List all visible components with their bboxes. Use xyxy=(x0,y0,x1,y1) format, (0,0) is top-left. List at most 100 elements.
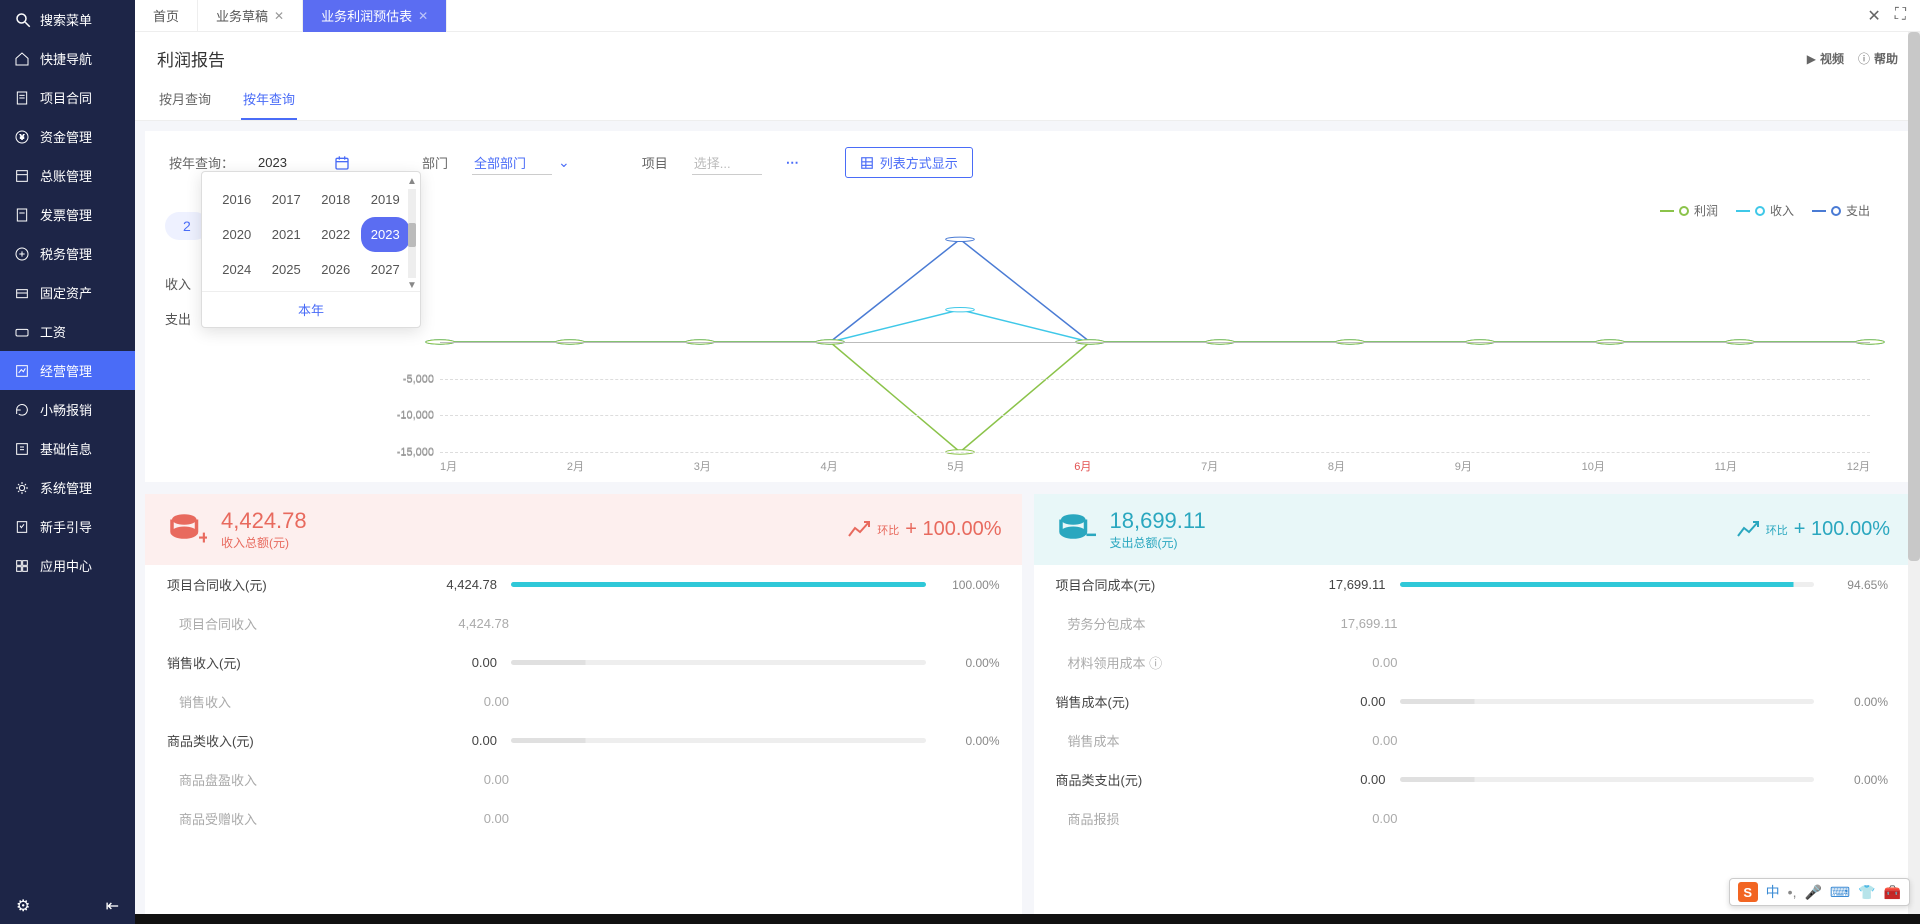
help-link[interactable]: ⓘ 帮助 xyxy=(1858,50,1898,67)
grid-line: -5,000 xyxy=(440,379,1870,380)
sidebar-item-home[interactable]: 快捷导航 xyxy=(0,39,135,78)
ime-skin-icon[interactable]: 👕 xyxy=(1858,884,1875,901)
breakdown-row: 商品报损0.00 xyxy=(1034,799,1911,838)
row-name: 商品类支出(元) xyxy=(1056,770,1266,789)
expense-breakdown: 项目合同成本(元)17,699.1194.65%劳务分包成本17,699.11材… xyxy=(1034,565,1911,838)
main-scrollbar[interactable] xyxy=(1908,32,1920,914)
close-all-icon[interactable]: ✕ xyxy=(1867,6,1880,26)
sidebar-item-tax[interactable]: 税务管理 xyxy=(0,234,135,273)
sidebar-item-refresh[interactable]: 小畅报销 xyxy=(0,390,135,429)
row-name: 销售收入(元) xyxy=(167,653,377,672)
row-value: 4,424.78 xyxy=(389,616,509,631)
sidebar-item-sys[interactable]: 系统管理 xyxy=(0,468,135,507)
row-value: 17,699.11 xyxy=(1266,577,1386,592)
sidebar-item-doc[interactable]: 项目合同 xyxy=(0,78,135,117)
search-icon xyxy=(14,11,32,29)
sidebar-item-biz[interactable]: 经营管理 xyxy=(0,351,135,390)
table-mode-button[interactable]: 列表方式显示 xyxy=(845,147,973,178)
year-option[interactable]: 2017 xyxy=(262,182,312,217)
year-option[interactable]: 2022 xyxy=(311,217,361,252)
subtabs: 按月查询 按年查询 xyxy=(135,77,1920,121)
video-link[interactable]: ▶ 视频 xyxy=(1807,50,1844,67)
row-value: 0.00 xyxy=(377,733,497,748)
year-input[interactable] xyxy=(258,153,306,173)
os-taskbar[interactable] xyxy=(135,914,1920,924)
sidebar-item-app[interactable]: 应用中心 xyxy=(0,546,135,585)
ime-lang[interactable]: 中 xyxy=(1766,882,1780,902)
year-option[interactable]: 2018 xyxy=(311,182,361,217)
legend-label: 利润 xyxy=(1694,202,1718,219)
invoice-icon xyxy=(14,207,30,223)
subtab-month[interactable]: 按月查询 xyxy=(157,83,213,120)
x-tick-label: 10月 xyxy=(1582,458,1605,474)
sidebar-item-label: 小畅报销 xyxy=(40,400,92,419)
year-option[interactable]: 2020 xyxy=(212,217,262,252)
ime-punct-icon[interactable]: •, xyxy=(1788,884,1797,900)
year-option[interactable]: 2025 xyxy=(262,252,312,287)
calendar-icon[interactable] xyxy=(334,155,350,171)
year-option[interactable]: 2026 xyxy=(311,252,361,287)
line-chart: 利润收入支出 -5,000-10,000-15,000-5,000-10,000… xyxy=(385,202,1890,482)
ime-keyboard-icon[interactable]: ⌨ xyxy=(1830,884,1850,901)
close-icon[interactable]: ✕ xyxy=(274,9,284,23)
sidebar-item-label: 项目合同 xyxy=(40,88,92,107)
year-option[interactable]: 2021 xyxy=(262,217,312,252)
refresh-icon xyxy=(14,402,30,418)
row-name: 商品报损 xyxy=(1068,809,1278,828)
sidebar-item-ledger[interactable]: 总账管理 xyxy=(0,156,135,195)
sidebar-item-label: 固定资产 xyxy=(40,283,92,302)
ime-toolbox-icon[interactable]: 🧰 xyxy=(1884,884,1901,901)
dept-select[interactable]: 全部部门 xyxy=(472,151,552,175)
app-icon xyxy=(14,558,30,574)
legend-label: 支出 xyxy=(1846,202,1870,219)
tab-bar: 首页业务草稿✕业务利润预估表✕ ✕ ⛶ xyxy=(135,0,1920,32)
x-tick-label: 7月 xyxy=(1201,458,1218,474)
legend-item: 收入 xyxy=(1736,202,1794,219)
fullscreen-icon[interactable]: ⛶ xyxy=(1895,6,1906,26)
year-option[interactable]: 2027 xyxy=(361,252,411,287)
proj-select[interactable]: 选择... xyxy=(692,151,762,175)
settings-icon[interactable]: ⚙ xyxy=(16,896,30,916)
tab[interactable]: 业务利润预估表✕ xyxy=(303,0,447,32)
tax-icon xyxy=(14,246,30,262)
ime-bar[interactable]: S 中 •, 🎤 ⌨ 👕 🧰 xyxy=(1729,878,1910,906)
sidebar-item-info[interactable]: 基础信息 xyxy=(0,429,135,468)
tab[interactable]: 业务草稿✕ xyxy=(198,0,303,32)
tab[interactable]: 首页 xyxy=(135,0,198,32)
year-picker-scrollbar[interactable]: ▲▼ xyxy=(406,176,418,291)
progress-bar xyxy=(1400,582,1815,587)
year-label: 按年查询： xyxy=(169,153,234,172)
collapse-icon[interactable]: ⇤ xyxy=(106,896,119,916)
tab-label: 首页 xyxy=(153,6,179,25)
year-option[interactable]: 2016 xyxy=(212,182,262,217)
sidebar-item-asset[interactable]: 固定资产 xyxy=(0,273,135,312)
money-icon: ¥ xyxy=(14,129,30,145)
sidebar-item-invoice[interactable]: 发票管理 xyxy=(0,195,135,234)
chevron-down-icon: ⌄ xyxy=(558,154,570,171)
subtab-year[interactable]: 按年查询 xyxy=(241,83,297,120)
row-value: 17,699.11 xyxy=(1278,616,1398,631)
year-option[interactable]: 2023 xyxy=(361,217,411,252)
ime-mic-icon[interactable]: 🎤 xyxy=(1804,884,1821,901)
close-icon[interactable]: ✕ xyxy=(418,9,428,23)
x-tick-label: 12月 xyxy=(1847,458,1870,474)
sidebar: 搜索菜单 快捷导航项目合同 ¥资金管理总账管理发票管理税务管理固定资产工资经营管理… xyxy=(0,0,135,924)
page-header: 利润报告 ▶ 视频 ⓘ 帮助 xyxy=(135,32,1920,77)
year-option[interactable]: 2024 xyxy=(212,252,262,287)
sidebar-search[interactable]: 搜索菜单 xyxy=(0,0,135,39)
breakdown-row: 材料领用成本 ⓘ0.00 xyxy=(1034,643,1911,682)
sidebar-footer: ⚙ ⇤ xyxy=(0,896,135,916)
year-option[interactable]: 2019 xyxy=(361,182,411,217)
sidebar-item-label: 税务管理 xyxy=(40,244,92,263)
sidebar-item-salary[interactable]: 工资 xyxy=(0,312,135,351)
breakdown-row: 销售成本0.00 xyxy=(1034,721,1911,760)
proj-more-icon[interactable]: ⋯ xyxy=(786,155,801,171)
sidebar-item-money[interactable]: ¥资金管理 xyxy=(0,117,135,156)
grid-line: -10,000 xyxy=(440,415,1870,416)
progress-bar xyxy=(511,582,926,587)
sidebar-item-label: 工资 xyxy=(40,322,66,341)
sidebar-item-newbie[interactable]: 新手引导 xyxy=(0,507,135,546)
row-value: 0.00 xyxy=(1278,811,1398,826)
progress-bar xyxy=(511,660,926,665)
this-year-button[interactable]: 本年 xyxy=(202,291,420,327)
